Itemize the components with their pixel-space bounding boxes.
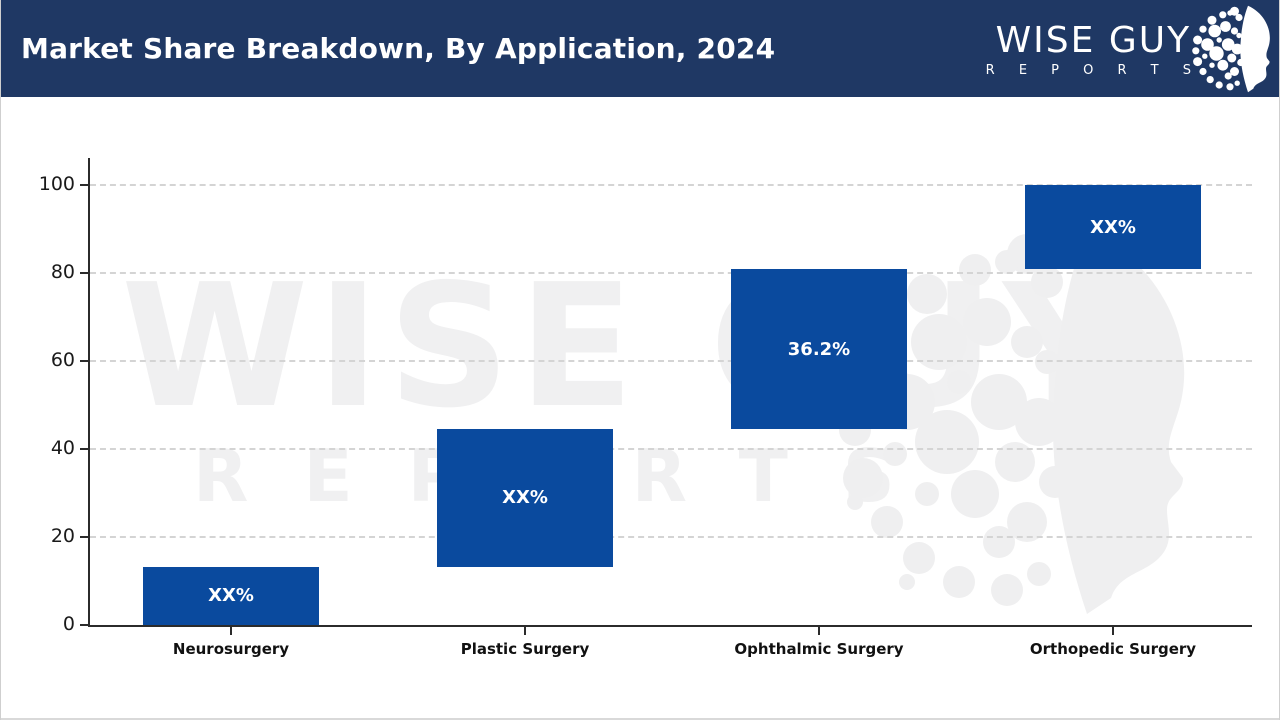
x-axis-tick [230, 627, 232, 635]
x-axis-category-label: Plastic Surgery [460, 640, 590, 658]
y-axis-tick-label: 20 [50, 525, 75, 547]
bottom-border [1, 718, 1279, 720]
brand-logo-primary: WISE GUY [995, 20, 1192, 61]
bar: XX% [143, 566, 319, 625]
chart-plot-area: 0 20 40 60 80 100 XX% Neurosurgery XX% Plastic Su… [1, 97, 1279, 720]
bar: XX% [437, 428, 613, 567]
brand-logo-text: WISE GUY R E P O R T S [986, 20, 1201, 78]
brand-logo: WISE GUY R E P O R T S [986, 0, 1271, 97]
bar-value-label: 36.2% [787, 338, 851, 360]
x-axis-tick [1112, 627, 1114, 635]
y-axis-tick [80, 272, 89, 274]
x-axis-category-label: Orthopedic Surgery [1029, 640, 1197, 658]
bar-value-label: XX% [1090, 216, 1136, 238]
y-axis-tick-label: 60 [50, 349, 75, 371]
gridline [90, 360, 1252, 362]
bar: 36.2% [731, 269, 907, 429]
page-title: Market Share Breakdown, By Application, … [21, 32, 776, 65]
x-axis-category-label: Neurosurgery [172, 640, 290, 658]
y-axis-line [88, 158, 90, 627]
bar-value-label: XX% [502, 487, 548, 509]
bar-value-label: XX% [208, 585, 254, 607]
x-axis-tick [818, 627, 820, 635]
y-axis-tick-label: 40 [50, 437, 75, 459]
gridline [90, 536, 1252, 538]
x-axis-line [88, 625, 1252, 627]
y-axis-tick [80, 184, 89, 186]
y-axis-tick [80, 536, 89, 538]
y-axis-tick [80, 448, 89, 450]
y-axis-tick-label: 100 [38, 173, 75, 195]
brand-logo-secondary: R E P O R T S [985, 63, 1201, 78]
y-axis-tick [80, 360, 89, 362]
y-axis-tick [80, 624, 89, 626]
x-axis-category-label: Ophthalmic Surgery [734, 640, 904, 658]
gridline [90, 184, 1252, 186]
y-axis-tick-label: 80 [50, 261, 75, 283]
x-axis-tick [524, 627, 526, 635]
gridline [90, 272, 1252, 274]
y-axis-tick-label: 0 [62, 613, 75, 635]
bar: XX% [1025, 185, 1201, 270]
header-bar: Market Share Breakdown, By Application, … [1, 0, 1279, 97]
gridline [90, 448, 1252, 450]
dotted-head-profile-icon [1192, 5, 1270, 93]
